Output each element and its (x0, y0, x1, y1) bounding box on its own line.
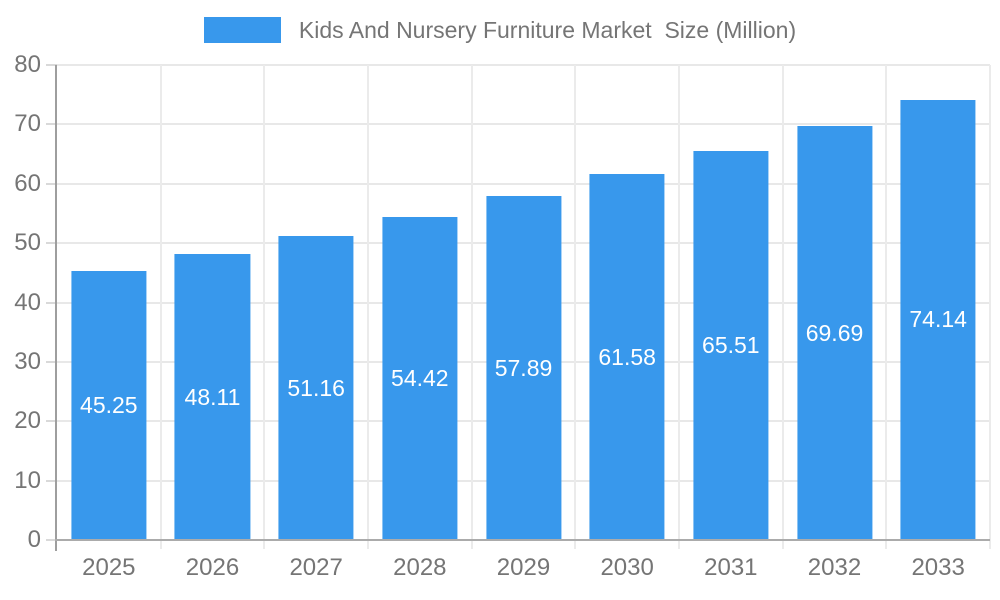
y-tick (46, 360, 57, 363)
x-gridline (989, 65, 991, 549)
bar-value-label: 65.51 (702, 332, 760, 359)
bar-value-label: 69.69 (805, 319, 864, 346)
y-axis-label: 20 (14, 407, 41, 435)
bar[interactable]: 65.51 (693, 151, 769, 540)
bar-value-label: 51.16 (287, 374, 345, 401)
x-gridline (366, 65, 369, 549)
y-axis-label: 40 (14, 288, 41, 316)
y-axis-label: 30 (14, 347, 41, 375)
bar-value-label: 48.11 (184, 383, 241, 410)
y-tick (46, 420, 57, 423)
y-tick (46, 242, 57, 245)
y-tick (46, 301, 57, 304)
bar[interactable]: 45.25 (71, 271, 147, 540)
y-axis-label: 50 (14, 229, 41, 257)
y-tick (46, 479, 57, 482)
bar-value-label: 45.25 (80, 392, 138, 419)
y-tick (46, 64, 57, 66)
y-tick (46, 539, 57, 541)
x-axis-line (55, 539, 990, 541)
x-gridline (574, 65, 577, 549)
y-tick (46, 123, 57, 126)
x-axis-label: 2028 (393, 554, 447, 581)
y-axis-label: 80 (14, 51, 41, 78)
x-axis-label: 2030 (600, 554, 654, 581)
x-gridline (781, 65, 784, 549)
y-gridline (57, 123, 990, 126)
bar[interactable]: 74.14 (900, 99, 976, 540)
y-axis-label: 0 (27, 526, 41, 553)
bar[interactable]: 57.89 (485, 196, 562, 540)
x-gridline (885, 65, 888, 549)
y-tick (46, 182, 57, 185)
y-axis-line (55, 65, 57, 551)
y-gridline (57, 64, 990, 66)
legend[interactable]: Kids And Nursery Furniture Market Size (… (0, 16, 1000, 44)
bar[interactable]: 61.58 (589, 174, 665, 540)
x-axis-label: 2026 (185, 554, 240, 581)
x-gridline (263, 65, 266, 549)
bar[interactable]: 54.42 (382, 216, 458, 540)
y-axis-label: 70 (14, 110, 41, 138)
bar[interactable]: 48.11 (174, 254, 251, 540)
x-axis-label: 2029 (496, 554, 551, 581)
bar[interactable]: 69.69 (796, 126, 873, 540)
y-axis-label: 10 (14, 466, 41, 494)
bar-value-label: 54.42 (391, 364, 449, 391)
legend-label: Kids And Nursery Furniture Market Size (… (298, 16, 797, 43)
bar-value-label: 61.58 (598, 343, 656, 370)
x-axis-label: 2025 (82, 554, 136, 581)
y-gridline (57, 182, 990, 185)
x-gridline (677, 65, 680, 549)
x-axis-label: 2032 (807, 554, 862, 581)
x-axis-label: 2027 (289, 554, 343, 581)
bar-value-label: 57.89 (494, 354, 553, 381)
legend-swatch (203, 17, 281, 43)
x-gridline (470, 65, 473, 549)
y-axis-label: 60 (14, 169, 41, 197)
plot-area: 0 10 20 30 40 50 60 70 80 2025 45.25 2026 48.11 2027 5… (14, 53, 991, 580)
bar[interactable]: 51.16 (278, 236, 354, 540)
x-axis-label: 2033 (911, 554, 965, 581)
x-gridline (159, 65, 162, 549)
x-axis-label: 2031 (704, 554, 758, 581)
bar-value-label: 74.14 (909, 306, 967, 333)
